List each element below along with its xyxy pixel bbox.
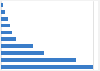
Bar bbox=[1, 65, 93, 69]
Bar bbox=[1, 37, 16, 41]
Bar bbox=[1, 51, 44, 55]
Bar bbox=[1, 58, 76, 62]
Bar bbox=[1, 31, 12, 34]
Bar bbox=[1, 17, 8, 21]
Bar bbox=[1, 10, 6, 14]
Bar bbox=[1, 44, 33, 48]
Bar bbox=[1, 24, 10, 27]
Bar bbox=[1, 3, 3, 7]
